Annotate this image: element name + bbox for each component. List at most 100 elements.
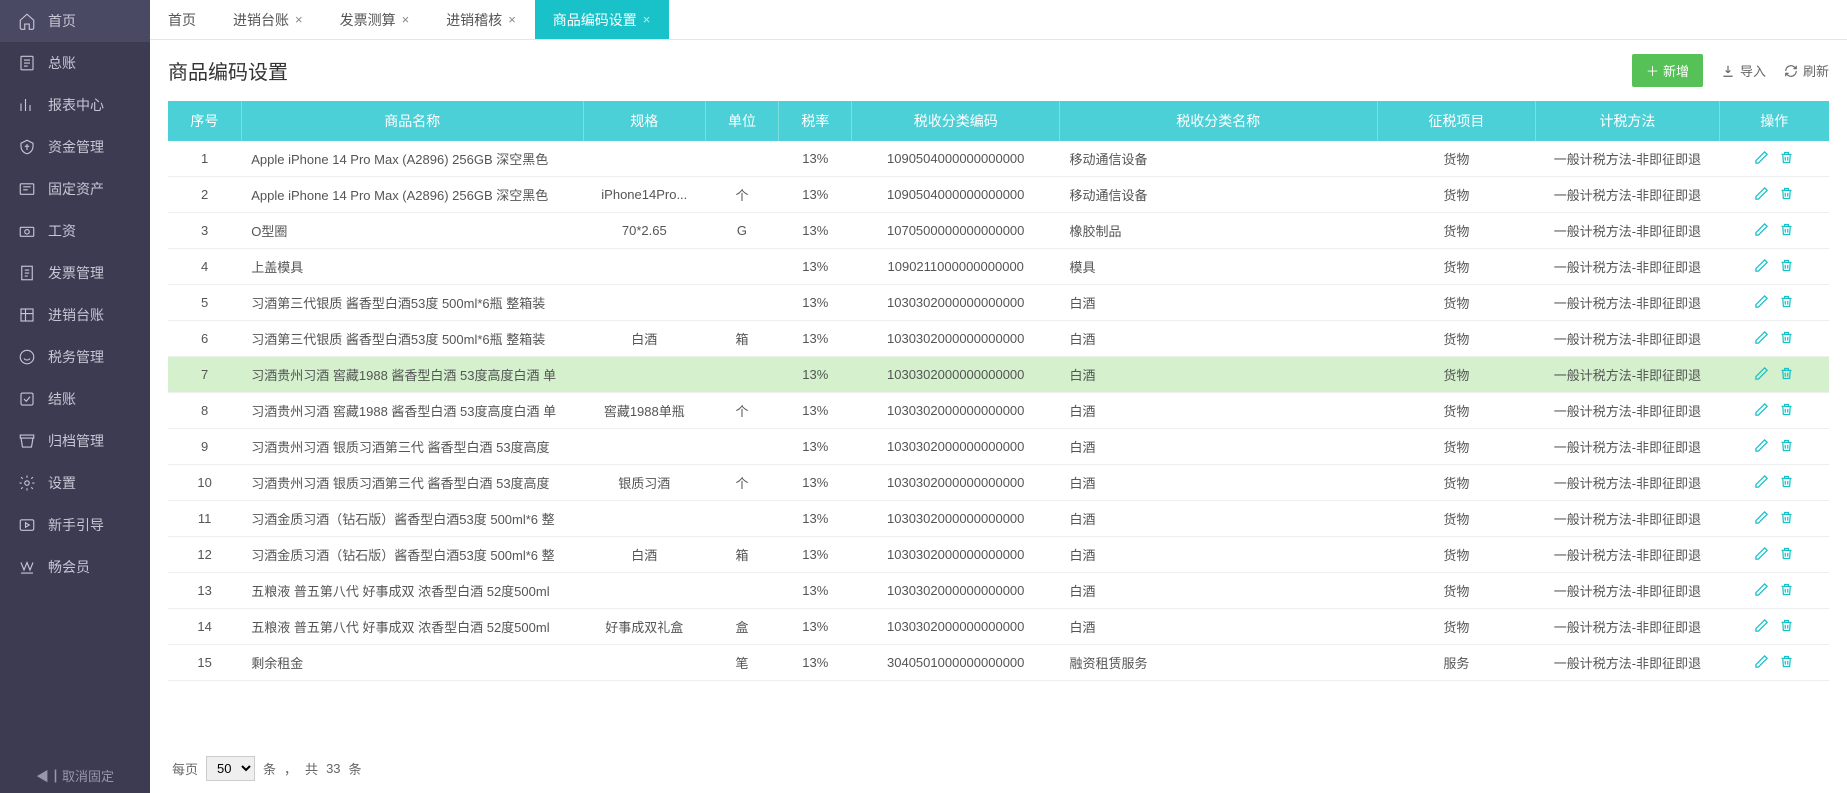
cell-seq: 1: [168, 141, 241, 177]
cell-seq: 7: [168, 357, 241, 393]
sidebar-item-gear[interactable]: 设置: [0, 462, 150, 504]
table-row: 7习酒贵州习酒 窖藏1988 酱香型白酒 53度高度白酒 单13%1030302…: [168, 357, 1829, 393]
import-link[interactable]: 导入: [1721, 61, 1766, 80]
cell-name: 习酒贵州习酒 银质习酒第三代 酱香型白酒 53度高度: [241, 429, 583, 465]
edit-icon[interactable]: [1754, 150, 1769, 168]
sidebar-item-label: 工资: [48, 221, 76, 241]
delete-icon[interactable]: [1779, 150, 1794, 168]
per-page-select[interactable]: 50: [206, 756, 255, 781]
delete-icon[interactable]: [1779, 438, 1794, 456]
cell-unit: 个: [705, 465, 778, 501]
col-method: 计税方法: [1536, 101, 1719, 141]
cell-ops: [1719, 609, 1829, 645]
sidebar-item-asset[interactable]: 固定资产: [0, 168, 150, 210]
close-icon[interactable]: ×: [295, 12, 303, 27]
cell-item: 货物: [1377, 321, 1536, 357]
edit-icon[interactable]: [1754, 654, 1769, 672]
tab-label: 进销台账: [233, 10, 289, 30]
sidebar-item-close-acc[interactable]: 结账: [0, 378, 150, 420]
cell-rate: 13%: [779, 285, 852, 321]
cell-spec: [583, 645, 705, 681]
sidebar-item-tax[interactable]: 税务管理: [0, 336, 150, 378]
edit-icon[interactable]: [1754, 438, 1769, 456]
cell-spec: [583, 249, 705, 285]
sidebar-item-guide[interactable]: 新手引导: [0, 504, 150, 546]
cell-code: 1090504000000000000: [852, 141, 1060, 177]
vip-icon: [18, 558, 36, 576]
cell-rate: 13%: [779, 537, 852, 573]
edit-icon[interactable]: [1754, 402, 1769, 420]
sidebar-item-money[interactable]: 资金管理: [0, 126, 150, 168]
delete-icon[interactable]: [1779, 330, 1794, 348]
delete-icon[interactable]: [1779, 654, 1794, 672]
delete-icon[interactable]: [1779, 582, 1794, 600]
tax-icon: [18, 348, 36, 366]
sidebar-item-chart[interactable]: 报表中心: [0, 84, 150, 126]
close-icon[interactable]: ×: [508, 12, 516, 27]
add-button[interactable]: ＋ 新增: [1632, 54, 1703, 87]
total-count: 33: [326, 761, 340, 776]
table-row: 10习酒贵州习酒 银质习酒第三代 酱香型白酒 53度高度银质习酒个13%1030…: [168, 465, 1829, 501]
edit-icon[interactable]: [1754, 186, 1769, 204]
edit-icon[interactable]: [1754, 546, 1769, 564]
delete-icon[interactable]: [1779, 366, 1794, 384]
pagination: 每页 50 条 ， 共 33 条: [168, 746, 1829, 785]
edit-icon[interactable]: [1754, 618, 1769, 636]
edit-icon[interactable]: [1754, 582, 1769, 600]
sidebar-item-vip[interactable]: 畅会员: [0, 546, 150, 588]
refresh-link[interactable]: 刷新: [1784, 61, 1829, 80]
cell-cat: 白酒: [1060, 321, 1378, 357]
edit-icon[interactable]: [1754, 474, 1769, 492]
close-acc-icon: [18, 390, 36, 408]
cell-item: 货物: [1377, 357, 1536, 393]
cell-rate: 13%: [779, 645, 852, 681]
cell-rate: 13%: [779, 393, 852, 429]
tabs-bar: 首页进销台账×发票测算×进销稽核×商品编码设置×: [150, 0, 1847, 40]
col-name: 商品名称: [241, 101, 583, 141]
cell-code: 1030302000000000000: [852, 501, 1060, 537]
delete-icon[interactable]: [1779, 258, 1794, 276]
cell-rate: 13%: [779, 573, 852, 609]
cell-rate: 13%: [779, 213, 852, 249]
sidebar-item-ledger[interactable]: 总账: [0, 42, 150, 84]
edit-icon[interactable]: [1754, 258, 1769, 276]
table-row: 4上盖模具13%1090211000000000000模具货物一般计税方法-非即…: [168, 249, 1829, 285]
sidebar-item-home[interactable]: 首页: [0, 0, 150, 42]
cell-code: 1030302000000000000: [852, 393, 1060, 429]
book-icon: [18, 306, 36, 324]
delete-icon[interactable]: [1779, 222, 1794, 240]
close-icon[interactable]: ×: [402, 12, 410, 27]
edit-icon[interactable]: [1754, 330, 1769, 348]
tab-进销稽核[interactable]: 进销稽核×: [428, 0, 535, 39]
home-icon: [18, 12, 36, 30]
cell-code: 1030302000000000000: [852, 465, 1060, 501]
delete-icon[interactable]: [1779, 510, 1794, 528]
cell-ops: [1719, 465, 1829, 501]
delete-icon[interactable]: [1779, 294, 1794, 312]
delete-icon[interactable]: [1779, 186, 1794, 204]
edit-icon[interactable]: [1754, 222, 1769, 240]
edit-icon[interactable]: [1754, 366, 1769, 384]
chart-icon: [18, 96, 36, 114]
edit-icon[interactable]: [1754, 294, 1769, 312]
cell-cat: 白酒: [1060, 501, 1378, 537]
sidebar-item-archive[interactable]: 归档管理: [0, 420, 150, 462]
col-rate: 税率: [779, 101, 852, 141]
delete-icon[interactable]: [1779, 474, 1794, 492]
tab-首页[interactable]: 首页: [150, 0, 215, 39]
sidebar-item-invoice[interactable]: 发票管理: [0, 252, 150, 294]
sidebar-item-salary[interactable]: 工资: [0, 210, 150, 252]
tab-发票测算[interactable]: 发票测算×: [322, 0, 429, 39]
sidebar-item-book[interactable]: 进销台账: [0, 294, 150, 336]
sidebar-unpin[interactable]: ◀┃取消固定: [0, 766, 150, 785]
cell-spec: [583, 141, 705, 177]
delete-icon[interactable]: [1779, 402, 1794, 420]
delete-icon[interactable]: [1779, 546, 1794, 564]
table-row: 9习酒贵州习酒 银质习酒第三代 酱香型白酒 53度高度13%1030302000…: [168, 429, 1829, 465]
tab-商品编码设置[interactable]: 商品编码设置×: [535, 0, 670, 39]
delete-icon[interactable]: [1779, 618, 1794, 636]
edit-icon[interactable]: [1754, 510, 1769, 528]
close-icon[interactable]: ×: [643, 12, 651, 27]
tab-进销台账[interactable]: 进销台账 ×: [215, 0, 322, 39]
cell-cat: 橡胶制品: [1060, 213, 1378, 249]
